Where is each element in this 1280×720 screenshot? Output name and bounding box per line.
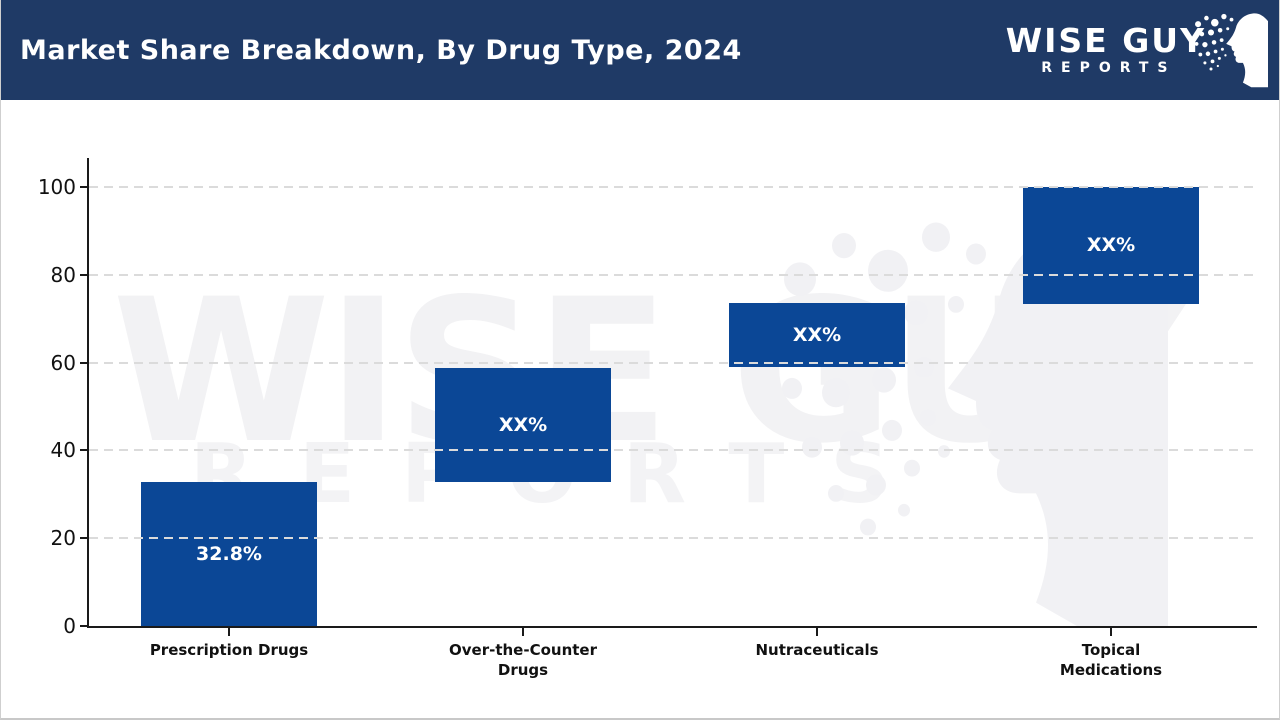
x-tick-mark <box>816 628 818 636</box>
chart-area: 0 20 40 60 80 100 32.8% Prescription Drugs XX% Ov… <box>0 100 1280 720</box>
bar: 32.8% <box>141 482 317 626</box>
y-tick-mark <box>80 625 89 627</box>
x-category-label: Topical Medications <box>991 640 1231 680</box>
bar: XX% <box>729 302 905 367</box>
dotted-head-icon <box>1194 13 1268 88</box>
bar: XX% <box>1023 187 1199 304</box>
y-tick-mark <box>80 273 89 276</box>
y-tick-label: 40 <box>50 438 76 463</box>
header-bar: Market Share Breakdown, By Drug Type, 20… <box>0 0 1280 100</box>
x-category-label-line: Drugs <box>497 661 549 679</box>
y-axis-spine <box>87 158 89 628</box>
brand-logo-text: WISE GUY REPORTS <box>1005 21 1206 77</box>
y-tick-label: 0 <box>63 614 76 638</box>
x-tick-mark <box>1110 628 1112 636</box>
x-axis-spine <box>87 626 1257 628</box>
x-category-label-line: Medications <box>1059 661 1163 679</box>
x-tick-mark <box>522 628 524 636</box>
y-gridline <box>89 186 1257 188</box>
y-tick-label: 20 <box>50 526 76 551</box>
brand-logo: WISE GUY REPORTS <box>1006 6 1268 94</box>
x-category-label: Prescription Drugs <box>109 640 349 660</box>
y-tick-mark <box>80 361 89 364</box>
x-category-label: Nutraceuticals <box>697 640 937 660</box>
bar-value-label: XX% <box>1086 234 1136 257</box>
bar-value-label: 32.8% <box>196 542 262 565</box>
page-title: Market Share Breakdown, By Drug Type, 20… <box>20 34 742 66</box>
y-gridline <box>89 449 1257 452</box>
bar-value-label: XX% <box>498 413 548 436</box>
y-gridline <box>89 273 1257 276</box>
y-gridline <box>89 537 1257 540</box>
y-tick-mark <box>80 537 89 540</box>
x-category-label-line: Topical <box>1081 641 1141 659</box>
y-gridline <box>89 361 1257 364</box>
x-category-label-line: Prescription Drugs <box>149 641 309 659</box>
y-tick-label: 100 <box>37 175 76 199</box>
brand-subtitle: REPORTS <box>1041 60 1177 76</box>
y-tick-label: 60 <box>50 350 76 375</box>
x-category-label: Over-the-Counter Drugs <box>403 640 643 680</box>
bar-value-label: XX% <box>792 323 842 346</box>
y-tick-mark <box>80 449 89 452</box>
brand-name: WISE GUY <box>1005 21 1206 60</box>
y-tick-label: 80 <box>50 262 76 287</box>
bar: XX% <box>435 367 611 482</box>
y-tick-mark <box>80 186 89 188</box>
x-category-label-line: Nutraceuticals <box>755 641 879 659</box>
x-category-label-line: Over-the-Counter <box>449 641 597 659</box>
x-tick-mark <box>228 628 230 636</box>
